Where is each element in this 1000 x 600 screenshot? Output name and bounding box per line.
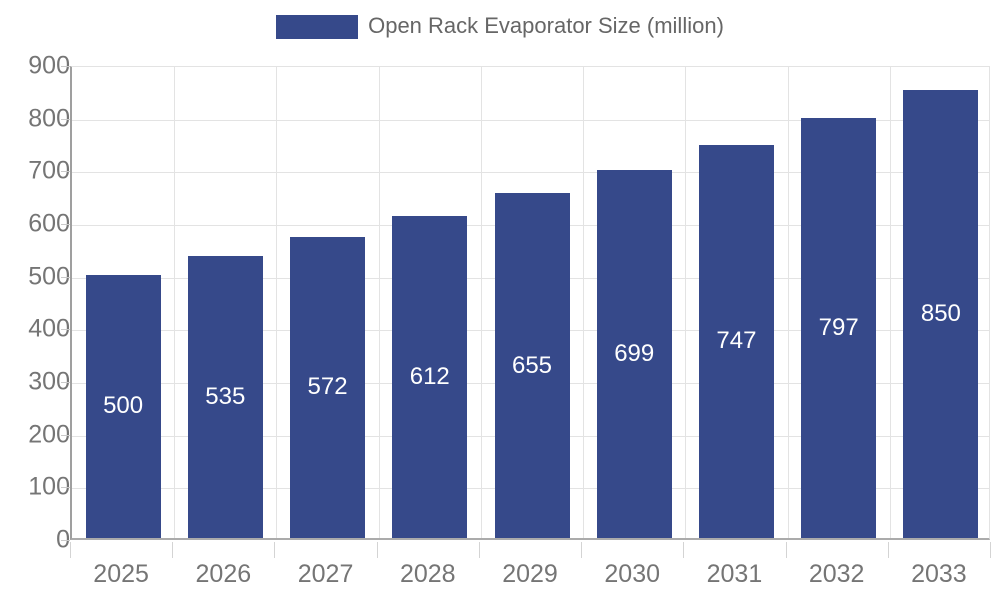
gridline-vertical (787, 67, 789, 538)
y-axis-tick-label: 0 (56, 525, 70, 554)
y-axis-tick-mark (61, 434, 70, 436)
x-axis-tick-mark (990, 542, 991, 558)
y-axis-tick-label: 900 (28, 51, 70, 80)
bar: 747 (698, 144, 774, 538)
bar-value-label: 655 (511, 351, 553, 379)
x-axis-tick-mark (172, 542, 174, 558)
x-axis-tick-label: 2027 (297, 560, 354, 588)
bar-value-label: 572 (307, 373, 348, 401)
y-axis-tick-mark (61, 382, 70, 383)
x-axis-tick-label: 2033 (911, 560, 967, 588)
bar: 850 (903, 90, 979, 538)
bar: 572 (290, 236, 366, 538)
legend-label: Open Rack Evaporator Size (million) (368, 13, 724, 38)
bar-value-label: 797 (818, 314, 859, 342)
y-axis-tick-label: 500 (28, 262, 70, 291)
gridline-horizontal (72, 119, 989, 121)
gridline-vertical (378, 67, 380, 538)
y-axis-tick-label: 300 (28, 367, 70, 396)
gridline-vertical (174, 67, 176, 538)
bar: 699 (596, 169, 672, 538)
x-axis-tick-label: 2032 (808, 560, 865, 588)
bar-value-label: 535 (205, 383, 246, 411)
legend-swatch-icon (276, 15, 359, 39)
x-axis-tick-label: 2030 (604, 560, 661, 588)
bar: 655 (494, 193, 570, 538)
bar-value-label: 612 (409, 362, 450, 390)
gridline-vertical (583, 67, 585, 538)
y-axis-tick-mark (61, 487, 70, 489)
legend-item[interactable]: Open Rack Evaporator Size (million) (276, 15, 724, 39)
x-axis-tick-mark (376, 542, 378, 558)
y-axis-tick-mark (61, 329, 70, 331)
x-axis-tick-mark (581, 542, 583, 558)
y-axis-tick-label: 100 (28, 472, 70, 501)
y-axis-tick-mark (61, 66, 70, 67)
gridline-horizontal (72, 172, 989, 174)
bar-value-label: 747 (716, 327, 757, 355)
x-axis-tick-mark (683, 542, 685, 558)
y-axis-tick-label: 200 (28, 420, 70, 449)
y-axis-tick-mark (61, 171, 70, 173)
gridline-vertical (276, 67, 278, 538)
x-axis-tick-mark (478, 542, 480, 558)
gridline-vertical (889, 67, 891, 538)
legend: Open Rack Evaporator Size (million) (0, 15, 1000, 39)
y-axis-tick-mark (61, 276, 70, 278)
y-axis-tick-label: 800 (28, 104, 70, 133)
x-axis-tick-mark (274, 542, 276, 558)
x-axis-tick-label: 2026 (195, 560, 252, 588)
y-axis-tick-label: 400 (28, 314, 70, 343)
y-axis-tick-label: 600 (28, 209, 70, 238)
x-axis-tick-label: 2025 (93, 560, 149, 588)
y-axis-tick-label: 700 (28, 156, 70, 185)
bar: 500 (85, 274, 161, 538)
gridline-vertical (480, 67, 482, 538)
plot-area: 500 535 572 612 655 699 747 797 850 (70, 66, 990, 540)
x-axis-tick-label: 2031 (706, 560, 763, 588)
bar-value-label: 699 (614, 339, 655, 367)
x-axis-tick-label: 2029 (502, 560, 558, 588)
x-axis-tick-mark (785, 542, 787, 558)
bar: 612 (392, 215, 468, 538)
x-axis-tick-mark (70, 542, 71, 558)
y-axis-tick-mark (61, 540, 70, 541)
bar: 535 (187, 256, 263, 538)
bar: 797 (801, 118, 877, 538)
bar-value-label: 850 (920, 300, 961, 328)
y-axis-tick-mark (61, 118, 70, 120)
x-axis-tick-label: 2028 (399, 560, 456, 588)
bar-value-label: 500 (103, 392, 144, 420)
y-axis-tick-mark (61, 224, 70, 225)
gridline-vertical (685, 67, 687, 538)
x-axis-tick-mark (887, 542, 889, 558)
